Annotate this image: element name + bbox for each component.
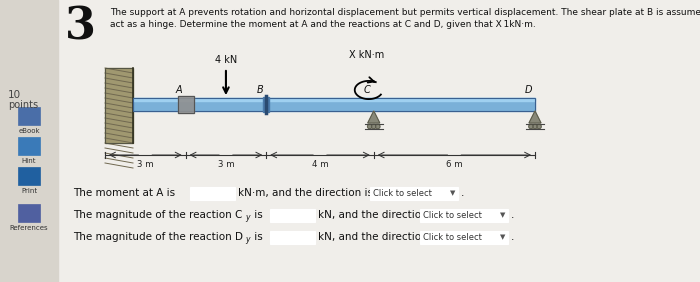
Bar (270, 209, 315, 222)
Text: 10: 10 (8, 90, 21, 100)
Text: kN, and the direction is: kN, and the direction is (318, 232, 440, 242)
Polygon shape (529, 111, 541, 123)
Circle shape (533, 124, 537, 129)
Text: The moment at A is: The moment at A is (73, 188, 175, 198)
Polygon shape (368, 111, 379, 123)
Text: C: C (364, 85, 370, 95)
Text: 4 kN: 4 kN (215, 55, 237, 65)
Text: ▼: ▼ (450, 190, 456, 196)
Text: eBook: eBook (18, 128, 40, 134)
Text: ▼: ▼ (500, 234, 505, 240)
Bar (18, 137, 40, 155)
Text: Hint: Hint (22, 158, 36, 164)
Text: .: . (461, 188, 464, 198)
Bar (133, 98, 535, 111)
Text: A: A (176, 85, 182, 95)
Bar (105, 68, 133, 143)
Bar (263, 97, 270, 112)
Bar (105, 68, 133, 143)
Text: The support at A prevents rotation and horizontal displacement but permits verti: The support at A prevents rotation and h… (110, 8, 700, 17)
Text: The magnitude of the reaction D: The magnitude of the reaction D (73, 232, 243, 242)
Circle shape (537, 124, 541, 129)
Bar (270, 231, 315, 244)
Text: is: is (251, 210, 262, 220)
Bar (18, 167, 40, 185)
Text: kN, and the direction is: kN, and the direction is (318, 210, 440, 220)
Text: The magnitude of the reaction C: The magnitude of the reaction C (73, 210, 242, 220)
Bar (420, 231, 508, 244)
Text: Click to select: Click to select (423, 232, 482, 241)
Circle shape (375, 124, 380, 129)
Text: Click to select: Click to select (373, 188, 432, 197)
Text: References: References (10, 225, 48, 231)
Bar (370, 187, 458, 200)
Text: points: points (8, 100, 38, 110)
Circle shape (372, 124, 376, 129)
Bar (190, 187, 235, 200)
Text: .: . (511, 232, 514, 242)
Bar (133, 98, 535, 111)
Bar (420, 209, 508, 222)
Text: y: y (245, 235, 249, 244)
Circle shape (368, 124, 372, 129)
Text: ▼: ▼ (500, 212, 505, 218)
Text: is: is (251, 232, 262, 242)
Bar (0, 0, 58, 282)
Text: 3: 3 (65, 5, 96, 48)
Bar (178, 96, 194, 113)
Bar (18, 204, 40, 222)
Text: 6 m: 6 m (446, 160, 463, 169)
Text: 3 m: 3 m (218, 160, 234, 169)
Text: kN·m, and the direction is: kN·m, and the direction is (238, 188, 373, 198)
Circle shape (528, 124, 533, 129)
Text: Print: Print (21, 188, 37, 194)
Text: D: D (525, 85, 533, 95)
Bar (133, 98, 535, 101)
Text: Click to select: Click to select (423, 210, 482, 219)
Text: 4 m: 4 m (312, 160, 328, 169)
Text: X kN·m: X kN·m (349, 50, 384, 60)
Bar (18, 107, 40, 125)
Text: y: y (245, 213, 249, 222)
Text: 3 m: 3 m (137, 160, 153, 169)
Text: act as a hinge. Determine the moment at A and the reactions at C and D, given th: act as a hinge. Determine the moment at … (110, 20, 536, 29)
Text: .: . (511, 210, 514, 220)
Bar (178, 96, 194, 113)
Text: B: B (256, 85, 263, 95)
